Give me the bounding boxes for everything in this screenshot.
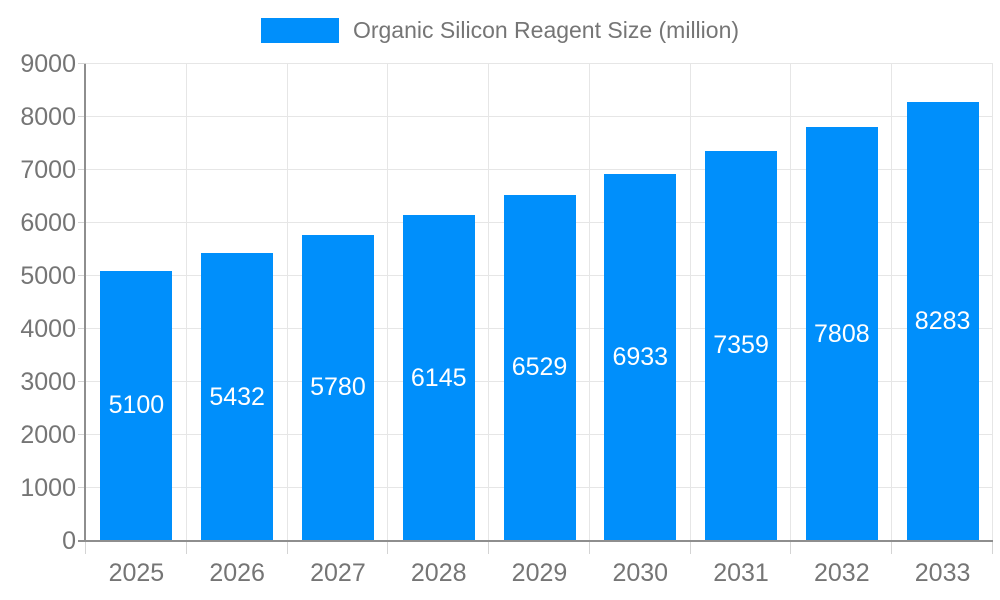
y-axis-tick xyxy=(78,169,86,170)
bar[interactable]: 5780 xyxy=(301,234,374,541)
y-axis-label: 4000 xyxy=(20,315,76,343)
bar[interactable]: 6529 xyxy=(503,194,576,541)
gridline-vertical xyxy=(689,64,691,541)
y-axis-label: 5000 xyxy=(20,262,76,290)
x-axis-tick xyxy=(387,542,389,554)
bar-value-label: 5100 xyxy=(108,391,165,420)
gridline-vertical xyxy=(488,64,490,541)
bar[interactable]: 7808 xyxy=(805,127,878,541)
x-axis-tick xyxy=(286,542,288,554)
y-axis-label: 2000 xyxy=(20,421,76,449)
y-axis-label: 9000 xyxy=(20,50,76,78)
bar-value-label: 6529 xyxy=(511,353,568,382)
y-axis-label: 3000 xyxy=(20,368,76,396)
x-axis-label: 2033 xyxy=(914,559,971,587)
y-axis-tick xyxy=(78,487,86,488)
x-axis-tick xyxy=(588,542,590,554)
bar-value-label: 6145 xyxy=(410,363,467,392)
chart-legend[interactable]: Organic Silicon Reagent Size (million) xyxy=(0,17,1000,44)
bar[interactable]: 5432 xyxy=(201,253,274,541)
y-axis-label: 6000 xyxy=(20,209,76,237)
gridline-vertical xyxy=(286,64,288,541)
bar-value-label: 7808 xyxy=(814,319,870,348)
y-axis-tick xyxy=(78,63,86,64)
y-axis-label: 0 xyxy=(62,527,76,555)
gridline-vertical xyxy=(185,64,187,541)
bar[interactable]: 6145 xyxy=(402,215,475,541)
x-axis-tick xyxy=(689,542,691,554)
y-axis-tick xyxy=(78,275,86,276)
x-axis-tick xyxy=(891,542,893,554)
bar-value-label: 5780 xyxy=(310,373,366,402)
gridline-vertical xyxy=(790,64,792,541)
gridline-vertical xyxy=(891,64,893,541)
y-axis-line xyxy=(84,64,86,541)
x-axis-line xyxy=(78,540,993,542)
bar[interactable]: 5100 xyxy=(100,270,173,541)
bar-value-label: 6933 xyxy=(612,342,669,371)
bar-value-label: 8283 xyxy=(914,306,971,335)
x-axis-label: 2031 xyxy=(713,559,769,587)
x-axis-label: 2030 xyxy=(612,559,669,587)
x-axis-tick xyxy=(992,542,993,554)
gridline-vertical xyxy=(992,64,993,541)
bar[interactable]: 6933 xyxy=(604,173,677,541)
y-axis-tick xyxy=(78,434,86,435)
y-axis-label: 1000 xyxy=(20,474,76,502)
x-axis-label: 2032 xyxy=(814,559,870,587)
bar[interactable]: 7359 xyxy=(705,150,778,541)
bar[interactable]: 8283 xyxy=(906,102,979,541)
legend-swatch xyxy=(260,18,339,43)
gridline-horizontal xyxy=(86,169,993,170)
x-axis-tick xyxy=(85,542,86,554)
legend-label: Organic Silicon Reagent Size (million) xyxy=(352,17,740,43)
x-axis-label: 2026 xyxy=(209,559,265,587)
bar-value-label: 7359 xyxy=(713,331,769,360)
x-axis-tick xyxy=(185,542,187,554)
y-axis-tick xyxy=(78,328,86,329)
bar-value-label: 5432 xyxy=(209,382,265,411)
y-axis-tick xyxy=(78,381,86,382)
x-axis-label: 2027 xyxy=(310,559,366,587)
gridline-vertical xyxy=(387,64,389,541)
y-axis-tick xyxy=(78,116,86,117)
x-axis-label: 2028 xyxy=(410,559,467,587)
gridline-horizontal xyxy=(86,116,993,117)
x-axis-label: 2025 xyxy=(108,559,165,587)
x-axis-tick xyxy=(790,542,792,554)
y-axis-label: 8000 xyxy=(20,103,76,131)
x-axis-tick xyxy=(488,542,490,554)
y-axis-tick xyxy=(78,222,86,223)
y-axis-label: 7000 xyxy=(20,156,76,184)
gridline-vertical xyxy=(588,64,590,541)
gridline-horizontal xyxy=(86,63,993,64)
x-axis-label: 2029 xyxy=(511,559,568,587)
